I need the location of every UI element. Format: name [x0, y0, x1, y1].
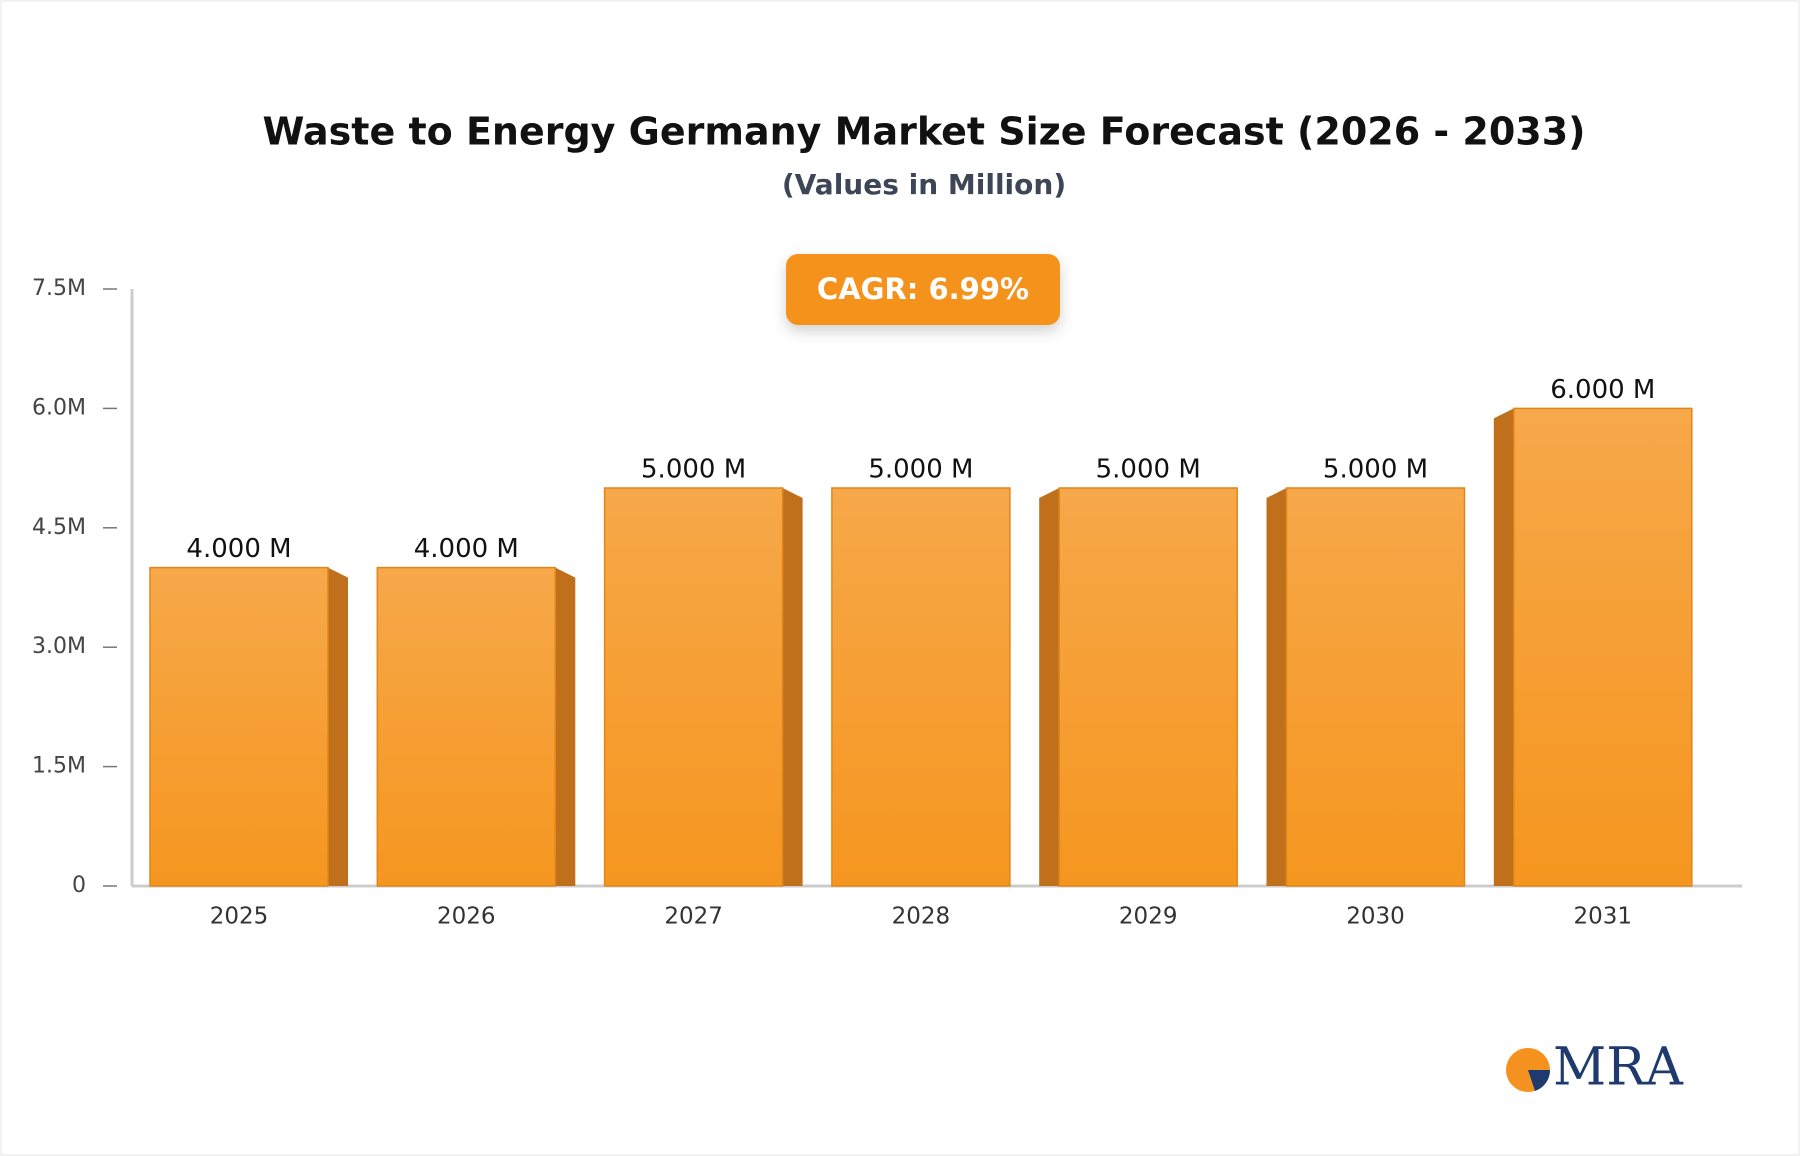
value-label: 6.000 M: [1550, 375, 1655, 405]
logo-text: MRA: [1553, 1038, 1684, 1098]
bar: [1285, 487, 1466, 887]
y-tick-label: 6.0M: [32, 395, 86, 420]
cagr-badge: [786, 254, 1060, 325]
bar-side: [1493, 408, 1514, 886]
bar: [376, 566, 557, 887]
value-label: 5.000 M: [1096, 455, 1201, 485]
logo-icon: [1528, 1070, 1551, 1091]
y-tick-label: 3.0M: [32, 634, 86, 659]
bar: [1513, 407, 1693, 887]
bar-side: [782, 488, 803, 886]
value-label: 5.000 M: [1323, 455, 1428, 485]
x-tick-label: 2031: [1574, 904, 1633, 930]
bar: [1058, 487, 1238, 887]
bar: [831, 487, 1011, 887]
x-tick-label: 2028: [892, 904, 951, 930]
value-label: 5.000 M: [868, 455, 973, 485]
cagr-text: CAGR: 6.99%: [817, 272, 1029, 306]
bar: [149, 566, 329, 887]
bar-side: [328, 567, 348, 886]
x-tick-label: 2026: [437, 904, 496, 930]
bar-side: [1039, 488, 1060, 886]
y-tick-label: 4.5M: [32, 515, 86, 540]
x-tick-label: 2030: [1346, 904, 1405, 930]
y-tick-label: 1.5M: [32, 754, 86, 779]
x-tick-label: 2025: [210, 904, 269, 930]
value-label: 4.000 M: [414, 534, 519, 564]
y-tick-label: 7.5M: [32, 276, 86, 301]
chart-title: Waste to Energy Germany Market Size Fore…: [262, 110, 1585, 154]
value-label: 4.000 M: [186, 534, 291, 564]
bar-side: [555, 567, 576, 886]
chart-subtitle: (Values in Million): [782, 168, 1066, 201]
bar: [603, 487, 784, 887]
y-tick-label: 0: [72, 873, 86, 898]
x-tick-label: 2027: [664, 904, 723, 930]
value-label: 5.000 M: [641, 455, 746, 485]
logo: MRA: [1506, 1038, 1684, 1098]
bar-side: [1266, 488, 1287, 886]
x-tick-label: 2029: [1119, 904, 1178, 930]
